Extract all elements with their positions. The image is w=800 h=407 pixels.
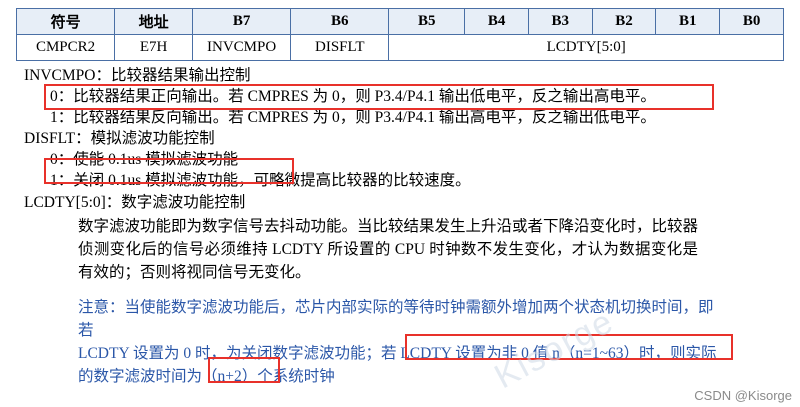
table-header-b2: B2 xyxy=(591,8,657,35)
section-title-invcmpo: INVCMPO：比较器结果输出控制 xyxy=(24,67,251,84)
table-header-b0: B0 xyxy=(719,8,784,35)
table-header-b7: B7 xyxy=(192,8,292,35)
section-title-lcdty: LCDTY[5:0]：数字滤波功能控制 xyxy=(24,194,246,211)
table-row: CMPCR2 E7H INVCMPO DISFLT LCDTY[5:0] xyxy=(15,34,784,61)
table-header-b3: B3 xyxy=(527,8,593,35)
register-table: 符号 地址 B7 B6 B5 B4 B3 B2 B1 B0 CMPCR2 E7H… xyxy=(15,8,784,61)
note-text-2: LCDTY 设置为 0 时，为关闭数字滤波功能； xyxy=(78,345,381,362)
note-text-5: （n+2） xyxy=(202,368,258,385)
credit-text: CSDN @Kisorge xyxy=(694,388,792,403)
note-text-6: 个系统时钟 xyxy=(257,368,335,385)
lcdty-note: 注意：当使能数字滤波功能后，芯片内部实际的等待时钟需额外增加两个状态机切换时间，… xyxy=(78,296,718,388)
disflt-option-0: 0：使能 0.1us 模拟滤波功能 xyxy=(50,151,239,168)
table-header-b1: B1 xyxy=(655,8,721,35)
note-text-1: 当使能数字滤波功能后，芯片内部实际的等待时钟需额外增加两个状态机切换时间，即若 xyxy=(78,299,714,339)
invcmpo-option-0: 0：比较器结果正向输出。若 CMPRES 为 0，则 P3.4/P4.1 输出低… xyxy=(50,88,656,105)
invcmpo-option-1: 1：比较器结果反向输出。若 CMPRES 为 0，则 P3.4/P4.1 输出高… xyxy=(50,109,656,126)
cell-b7: INVCMPO xyxy=(192,34,292,61)
table-header-symbol: 符号 xyxy=(15,8,116,35)
note-label: 注意： xyxy=(78,299,125,316)
cell-address: E7H xyxy=(114,34,194,61)
lcdty-paragraph: 数字滤波功能即为数字信号去抖动功能。当比较结果发生上升沿或者下降沿变化时，比较器… xyxy=(78,218,699,281)
table-header-b5: B5 xyxy=(388,8,466,35)
note-text-4: 的数字滤波时间为 xyxy=(78,368,203,385)
table-header-address: 地址 xyxy=(114,8,194,35)
section-title-disflt: DISFLT：模拟滤波功能控制 xyxy=(24,130,215,147)
cell-lcdty: LCDTY[5:0] xyxy=(388,34,784,61)
table-header-row: 符号 地址 B7 B6 B5 B4 B3 B2 B1 B0 xyxy=(15,8,784,35)
table-header-b6: B6 xyxy=(290,8,390,35)
disflt-option-1: 1：关闭 0.1us 模拟滤波功能，可略微提高比较器的比较速度。 xyxy=(50,172,471,189)
note-text-3: 若 LCDTY 设置为非 0 值 n（n=1~63）时，则实际 xyxy=(380,345,717,362)
cell-b6: DISFLT xyxy=(290,34,390,61)
table-header-b4: B4 xyxy=(464,8,529,35)
cell-symbol: CMPCR2 xyxy=(15,34,116,61)
